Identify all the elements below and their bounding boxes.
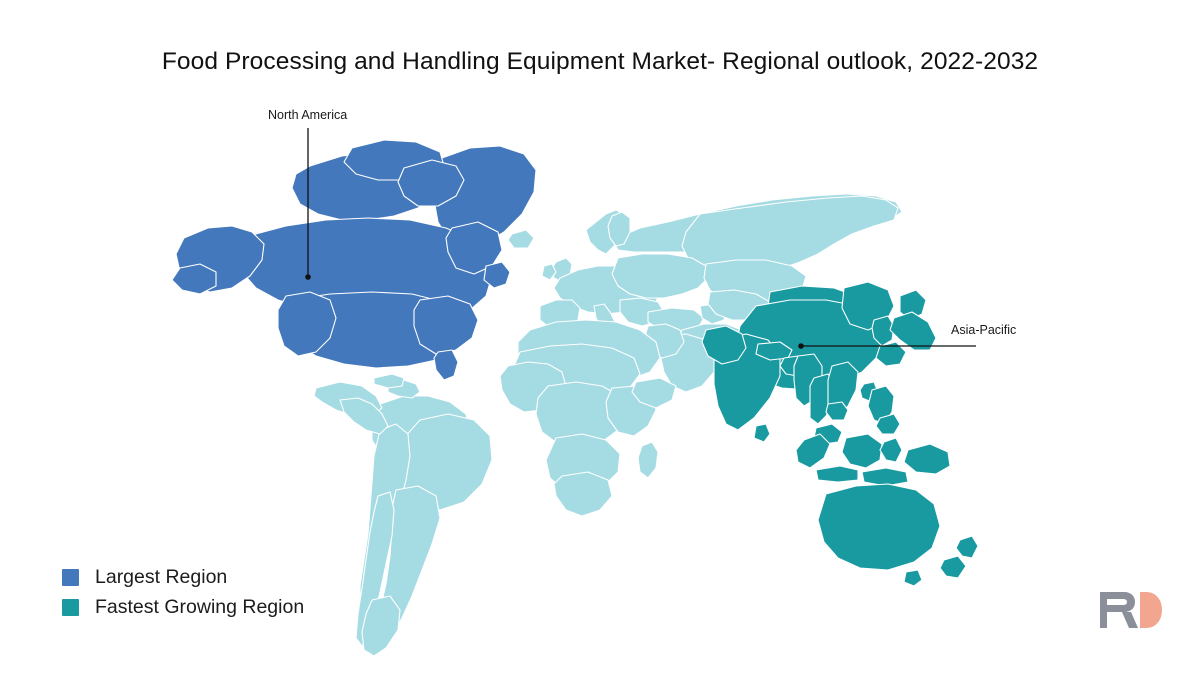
region-finland [607, 211, 631, 247]
region-japan-north [899, 289, 927, 321]
region-us-florida [433, 349, 459, 381]
region-madagascar [637, 441, 659, 479]
rd-logo-icon [1100, 592, 1162, 628]
region-south-africa [553, 471, 613, 517]
legend-label-largest-region: Largest Region [95, 565, 228, 588]
region-new-zealand-south [939, 555, 967, 579]
region-horn-of-africa [631, 377, 677, 409]
page-title: Food Processing and Handling Equipment M… [161, 48, 1039, 75]
region-cuba [373, 373, 405, 389]
legend-swatch-largest-region [62, 568, 79, 586]
leader-dot-north-america [305, 274, 311, 280]
callout-leaders [305, 128, 976, 349]
region-eastern-europe [611, 253, 709, 299]
region-sri-lanka [753, 423, 771, 443]
region-canada-baffin [397, 159, 465, 207]
legend-item-fastest-growing-region[interactable]: Fastest Growing Region [62, 592, 304, 622]
region-japan-main [889, 311, 937, 351]
region-iceland [507, 229, 535, 249]
region-australia [817, 483, 941, 571]
region-sumatra [795, 433, 831, 469]
region-ireland [541, 263, 557, 281]
region-korea [871, 315, 895, 347]
region-central-america [339, 397, 389, 435]
region-indonesia-east [861, 467, 909, 487]
region-us-east [413, 295, 479, 355]
logo-letter-r [1100, 592, 1138, 628]
region-siberia [681, 195, 899, 275]
region-japan-south [875, 341, 907, 367]
region-sulawesi [879, 437, 903, 463]
logo-letter-d [1140, 592, 1162, 628]
legend-swatch-fastest-growing-region [62, 598, 79, 616]
map-region-asia-pacific[interactable] [701, 281, 979, 587]
region-new-zealand-north [955, 535, 979, 559]
region-alaska-peninsula [171, 263, 217, 295]
region-greenland [433, 145, 537, 247]
region-cambodia [825, 401, 849, 421]
region-java [815, 465, 859, 483]
region-philippines-south [875, 413, 901, 435]
callout-label-asia-pacific: Asia-Pacific [951, 323, 1017, 337]
map-regions-other [313, 193, 903, 657]
map-legend: Largest Region Fastest Growing Region [62, 562, 304, 622]
region-tasmania [903, 569, 923, 587]
region-us-west [277, 291, 337, 357]
legend-label-fastest-growing-region: Fastest Growing Region [95, 595, 305, 618]
map-region-north-america[interactable] [171, 139, 537, 381]
region-canada-newfoundland [483, 261, 511, 289]
callout-label-north-america: North America [268, 108, 348, 122]
region-papua-new-guinea [903, 443, 951, 475]
region-pakistan [701, 325, 747, 365]
leader-dot-asia-pacific [798, 343, 804, 349]
region-canada-labrador [445, 221, 503, 275]
legend-item-largest-region[interactable]: Largest Region [62, 562, 304, 592]
region-borneo [841, 433, 883, 469]
region-patagonia [361, 595, 401, 657]
